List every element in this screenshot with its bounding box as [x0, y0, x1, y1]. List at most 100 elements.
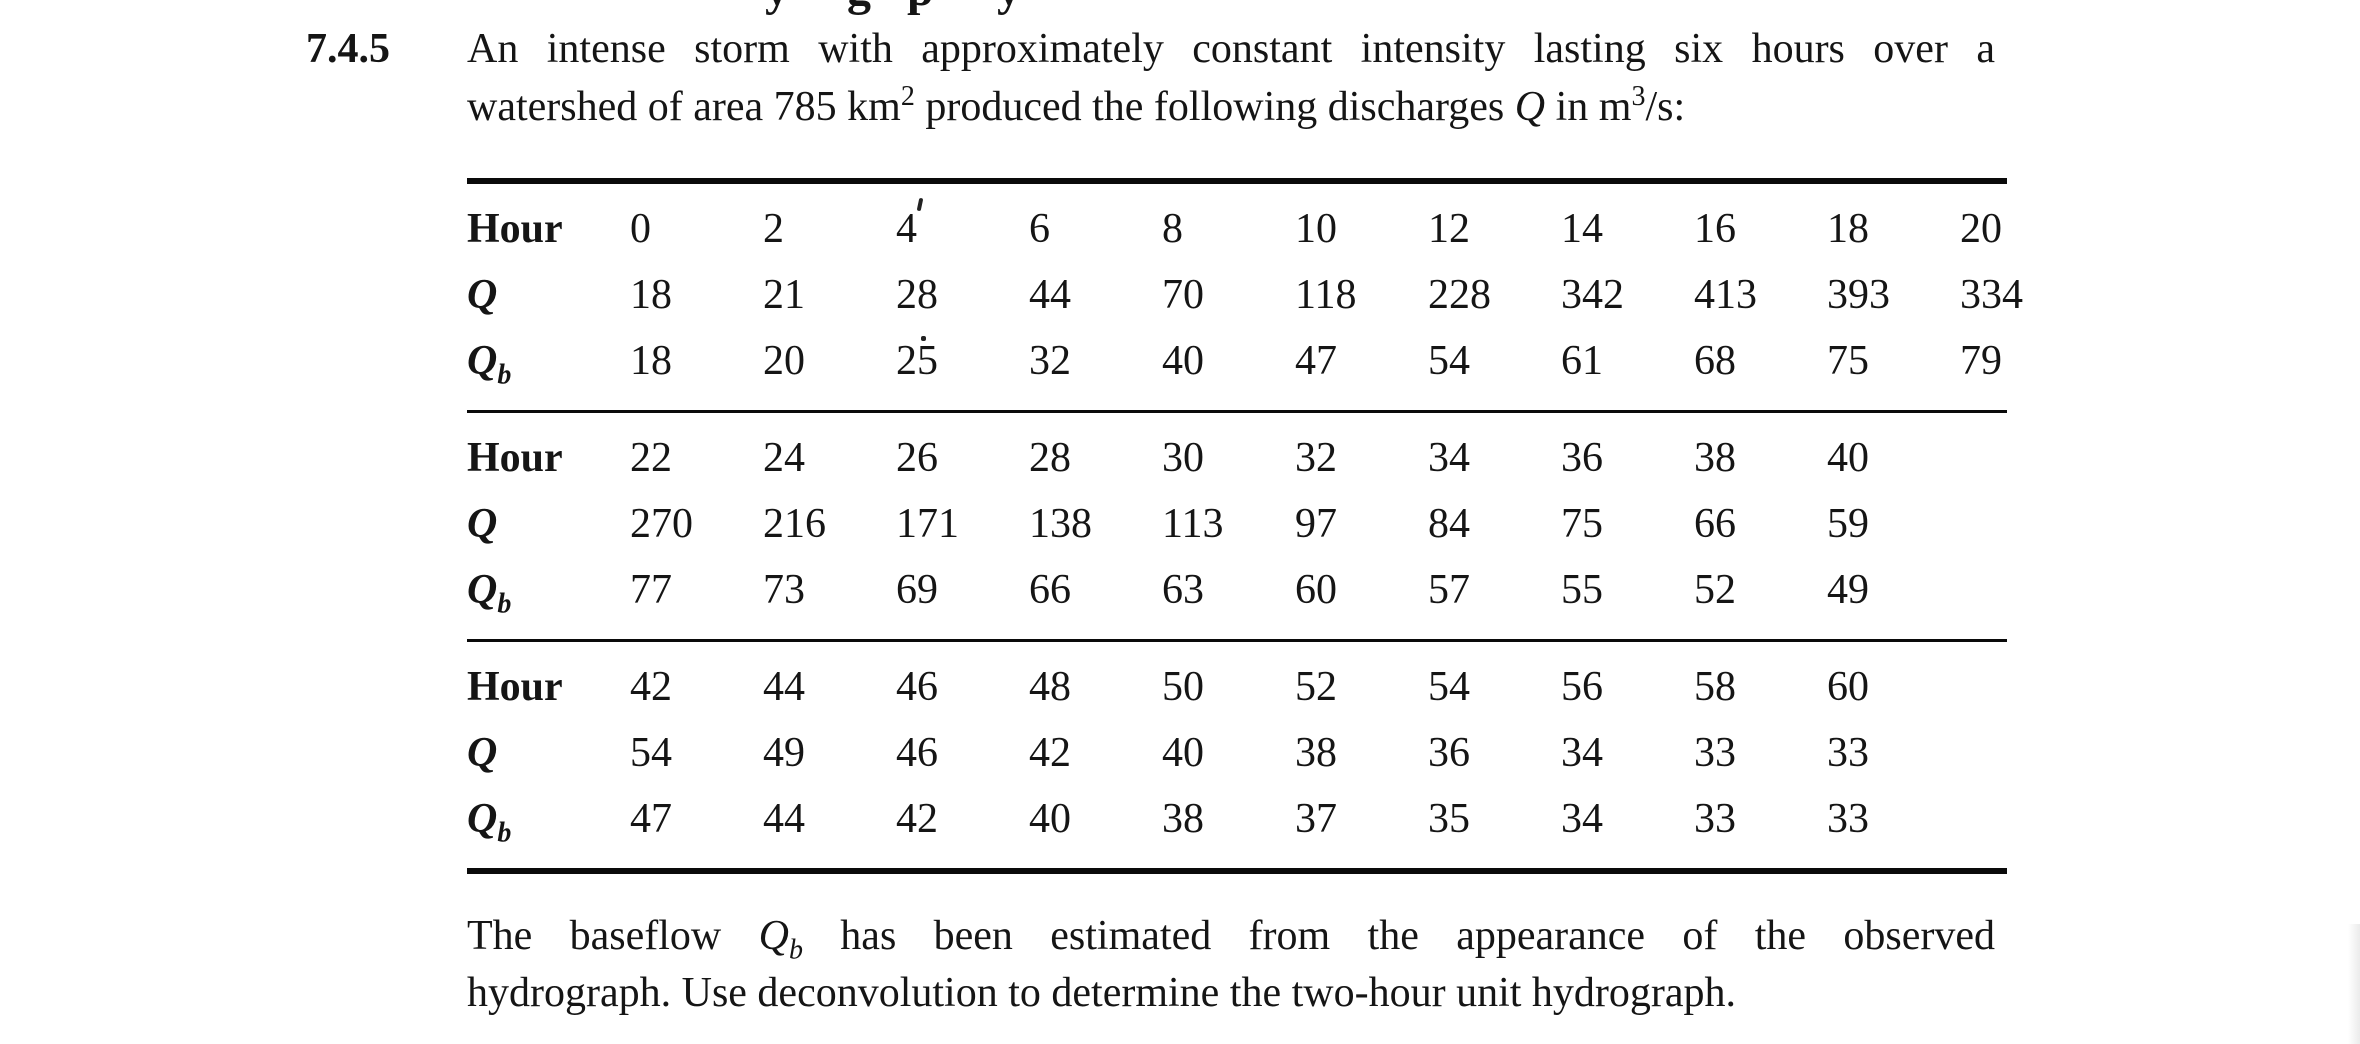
table-cell: 54 — [1428, 664, 1470, 710]
q-label: Q — [467, 272, 498, 318]
table-cell: 32 — [1029, 338, 1071, 384]
table-cell: 47 — [630, 796, 672, 842]
table-cell: 21 — [763, 272, 805, 318]
table-cell: 52 — [1694, 567, 1736, 613]
qb-label: Q — [467, 338, 498, 384]
table-cell: 40 — [1029, 796, 1071, 842]
table-cell: 42 — [1029, 730, 1071, 776]
table-cell: 16 — [1694, 206, 1736, 252]
table-cell: 40 — [1162, 338, 1204, 384]
table-cell: 28 — [1029, 435, 1071, 481]
table-cell: 12 — [1428, 206, 1470, 252]
table-cell: 40 — [1827, 435, 1869, 481]
hour-label: Hour — [467, 206, 563, 252]
table-cell: 42 — [896, 796, 938, 842]
hour-row: Hour 42 44 46 48 50 52 54 56 58 60 — [467, 654, 2007, 720]
table-cell: 47 — [1295, 338, 1337, 384]
q-row: Q 18 21 28 44 70 118 228 342 413 393 334 — [467, 262, 2023, 328]
table-cell: 59 — [1827, 501, 1869, 547]
qb-label: Q — [467, 796, 498, 842]
footer-text: The baseflow — [467, 913, 759, 959]
statement-text: produced the following discharges — [914, 84, 1515, 130]
hour-row: Hour 22 24 26 28 30 32 34 36 38 40 — [467, 425, 2007, 491]
table-cell: 68 — [1694, 338, 1736, 384]
table-cell: 50 — [1162, 664, 1204, 710]
table-cell: 20 — [763, 338, 805, 384]
table-cell: 32 — [1295, 435, 1337, 481]
table-cell: 58 — [1694, 664, 1736, 710]
qb-label: Q — [467, 567, 498, 613]
table-cell: 44 — [1029, 272, 1071, 318]
table-cell: 48 — [1029, 664, 1071, 710]
table-cell: 18 — [630, 338, 672, 384]
table-cell: 84 — [1428, 501, 1470, 547]
table-cell: 33 — [1694, 796, 1736, 842]
hour-row: Hour 0 2 4 6 8 10 12 14 16 18 20 — [467, 196, 2007, 262]
discharge-table: Hour 0 2 4 6 8 10 12 14 16 18 20 Q 18 21 28 44 70 118 228 34… — [467, 178, 2023, 874]
row-label-cell: Qb — [467, 786, 630, 852]
table-cell: 70 — [1162, 272, 1204, 318]
hour-label: Hour — [467, 664, 563, 710]
table-cell: 228 — [1428, 272, 1491, 318]
table-cell: 6 — [1029, 206, 1050, 252]
table-cell: 38 — [1162, 796, 1204, 842]
table-cell: 342 — [1561, 272, 1624, 318]
table-cell: 55 — [1561, 567, 1603, 613]
problem-statement: An intense storm with approximately cons… — [467, 20, 1995, 136]
table-cell: 171 — [896, 501, 959, 547]
table-cell: 113 — [1162, 501, 1224, 547]
descender-fragment: p — [907, 0, 934, 17]
table-cell: 60 — [1827, 664, 1869, 710]
baseflow-symbol: Q — [758, 913, 789, 959]
row-label-cell: Hour — [467, 196, 630, 262]
qb-label-subscript: b — [497, 588, 512, 620]
table-cell: 2 — [763, 206, 784, 252]
table-cell: 69 — [896, 567, 938, 613]
problem-statement-line2: watershed of area 785 km2 produced the f… — [467, 78, 1995, 136]
discharge-symbol: Q — [1514, 84, 1546, 130]
qb-row: Qb 18 20 25 32 40 47 54 61 68 75 79 — [467, 328, 2007, 394]
clipped-previous-line-fragments: y g p y — [735, 0, 1095, 25]
table-cell: 38 — [1295, 730, 1337, 776]
table-cell: 30 — [1162, 435, 1204, 481]
row-label-cell: Qb — [467, 557, 630, 623]
table-cell: 75 — [1561, 501, 1603, 547]
table-cell: 33 — [1827, 796, 1869, 842]
table-cell: 54 — [630, 730, 672, 776]
superscript-3: 3 — [1631, 81, 1646, 112]
row-label-cell: Hour — [467, 425, 630, 491]
statement-text: watershed of area 785 km — [467, 84, 901, 130]
table-cell: 34 — [1428, 435, 1470, 481]
qb-row: Qb 47 44 42 40 38 37 35 34 33 33 — [467, 786, 2007, 852]
problem-footer: The baseflow Qb has been estimated from … — [467, 908, 1995, 1022]
table-cell: 44 — [763, 796, 805, 842]
table-cell: 118 — [1295, 272, 1357, 318]
table-cell: 35 — [1428, 796, 1470, 842]
q-row: Q 270 216 171 138 113 97 84 75 66 59 — [467, 491, 2007, 557]
table-cell: 36 — [1561, 435, 1603, 481]
table-cell: 54 — [1428, 338, 1470, 384]
row-label-cell: Q — [467, 720, 630, 786]
table-cell: 44 — [763, 664, 805, 710]
table-cell: 49 — [1827, 567, 1869, 613]
table-cell: 97 — [1295, 501, 1337, 547]
problem-number: 7.4.5 — [306, 26, 390, 72]
table-cell: 33 — [1827, 730, 1869, 776]
row-label-cell: Hour — [467, 654, 630, 720]
table-cell: 4 — [896, 206, 917, 252]
table-cell: 8 — [1162, 206, 1183, 252]
baseflow-subscript: b — [788, 934, 803, 966]
row-label-cell: Q — [467, 491, 630, 557]
table-cell: 63 — [1162, 567, 1204, 613]
table-block: Hour 0 2 4 6 8 10 12 14 16 18 20 Q 18 21 28 44 70 118 228 34… — [467, 184, 2023, 410]
table-cell: 18 — [1827, 206, 1869, 252]
table-cell: 66 — [1694, 501, 1736, 547]
table-cell: 42 — [630, 664, 672, 710]
table-cell: 40 — [1162, 730, 1204, 776]
row-label-cell: Qb — [467, 328, 630, 394]
table-cell: 61 — [1561, 338, 1603, 384]
table-cell: 28 — [896, 272, 938, 318]
scan-speck — [921, 336, 926, 341]
footer-line1: The baseflow Qb has been estimated from … — [467, 908, 1995, 965]
table-cell: 270 — [630, 501, 693, 547]
